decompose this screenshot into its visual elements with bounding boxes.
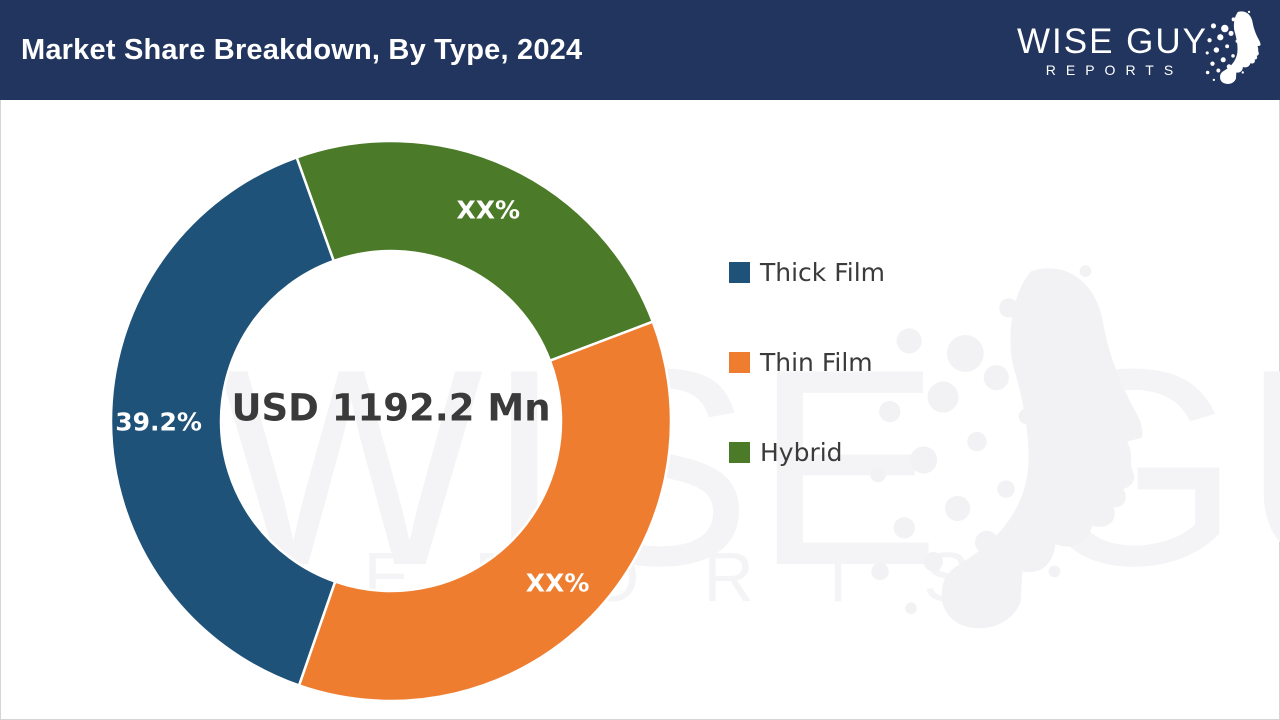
chart-canvas: WISE GUY REPORTS XX%XX%39.2% USD 1192.2 <box>0 100 1280 720</box>
legend-item-thin-film: Thin Film <box>729 342 885 382</box>
header-bar: Market Share Breakdown, By Type, 2024 WI… <box>0 0 1280 100</box>
legend-item-thick-film: Thick Film <box>729 252 885 292</box>
legend-label: Thick Film <box>760 257 886 287</box>
slice-label-thick-film: 39.2% <box>115 408 202 437</box>
pie-slice-hybrid <box>295 139 655 363</box>
wiseguy-head-logo-icon <box>1205 10 1261 84</box>
brand-logo: WISE GUY REPORTS <box>1017 0 1266 100</box>
pie-slice-thin-film <box>297 320 673 703</box>
legend-label: Thin Film <box>760 347 873 377</box>
brand-name: WISE GUY <box>1016 21 1208 61</box>
page-title: Market Share Breakdown, By Type, 2024 <box>21 33 583 66</box>
donut-chart: XX% XX% 39.2% <box>109 139 673 703</box>
legend-swatch <box>729 261 750 283</box>
chart-center-value: USD 1192.2 Mn <box>231 386 551 430</box>
legend-label: Hybrid <box>760 437 843 467</box>
pie-slice-thick-film <box>109 155 337 688</box>
slice-label-hybrid: XX% <box>456 196 520 225</box>
chart-legend: Thick Film Thin Film Hybrid <box>729 252 885 522</box>
slice-label-thin-film: XX% <box>526 569 590 598</box>
legend-swatch <box>729 441 750 463</box>
legend-swatch <box>729 351 750 373</box>
brand-logo-text: WISE GUY REPORTS <box>1017 24 1208 77</box>
legend-item-hybrid: Hybrid <box>729 432 885 472</box>
watermark-head-icon <box>870 265 1143 629</box>
brand-subtitle: REPORTS <box>1045 61 1184 78</box>
